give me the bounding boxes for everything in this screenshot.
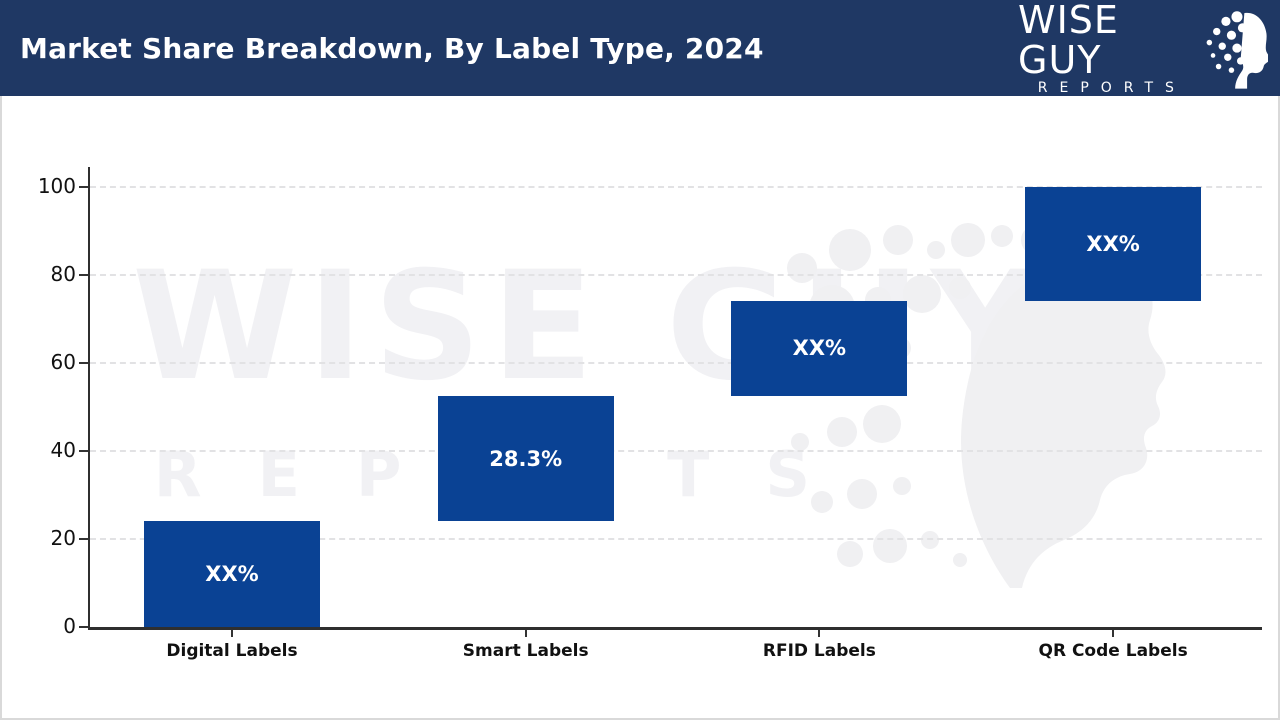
gridline-80 — [90, 274, 1262, 276]
y-tick-mark-60 — [79, 362, 88, 364]
x-tick-label-3: QR Code Labels — [1038, 641, 1188, 661]
bar-value-label: 28.3% — [489, 446, 563, 471]
gridline-20 — [90, 538, 1262, 540]
header-bar: Market Share Breakdown, By Label Type, 2… — [0, 0, 1280, 96]
x-tick-mark-2 — [818, 630, 821, 637]
y-tick-label-80: 80 — [50, 262, 76, 286]
y-tick-label-100: 100 — [37, 174, 76, 198]
y-tick-mark-100 — [79, 186, 88, 188]
bar-qr-code-labels: XX% — [1025, 187, 1202, 301]
bar-rfid-labels: XX% — [731, 300, 908, 397]
bar-value-label: XX% — [792, 336, 847, 361]
x-tick-label-1: Smart Labels — [462, 641, 589, 661]
y-tick-label-40: 40 — [50, 438, 76, 462]
logo-wordmark: WISE GUY — [1018, 0, 1119, 83]
y-tick-mark-20 — [79, 538, 88, 540]
y-tick-label-60: 60 — [50, 350, 76, 374]
wise-guy-logo: WISE GUY REPORTS — [1018, 1, 1268, 96]
x-tick-label-0: Digital Labels — [166, 641, 298, 661]
page-title: Market Share Breakdown, By Label Type, 2… — [20, 31, 764, 65]
x-tick-mark-3 — [1112, 630, 1115, 637]
y-tick-mark-40 — [79, 450, 88, 452]
x-tick-mark-1 — [524, 630, 527, 637]
bar-smart-labels: 28.3% — [437, 396, 614, 521]
y-tick-label-20: 20 — [50, 526, 76, 550]
x-tick-label-2: RFID Labels — [762, 641, 876, 661]
gridline-100 — [90, 186, 1262, 188]
y-tick-label-0: 0 — [63, 614, 76, 638]
x-axis-spine — [88, 627, 1262, 630]
bar-value-label: XX% — [1086, 231, 1140, 256]
logo-subtitle: REPORTS — [1037, 80, 1186, 97]
bar-digital-labels: XX% — [144, 520, 320, 627]
logo-text: WISE GUY REPORTS — [1018, 0, 1200, 97]
y-tick-mark-80 — [79, 274, 88, 276]
logo-face-icon — [1206, 11, 1268, 89]
bar-value-label: XX% — [205, 561, 259, 586]
gridline-40 — [90, 450, 1262, 452]
y-tick-mark-0 — [79, 626, 88, 628]
x-tick-mark-0 — [231, 630, 233, 637]
y-axis-spine — [88, 167, 90, 629]
gridline-60 — [90, 362, 1262, 364]
